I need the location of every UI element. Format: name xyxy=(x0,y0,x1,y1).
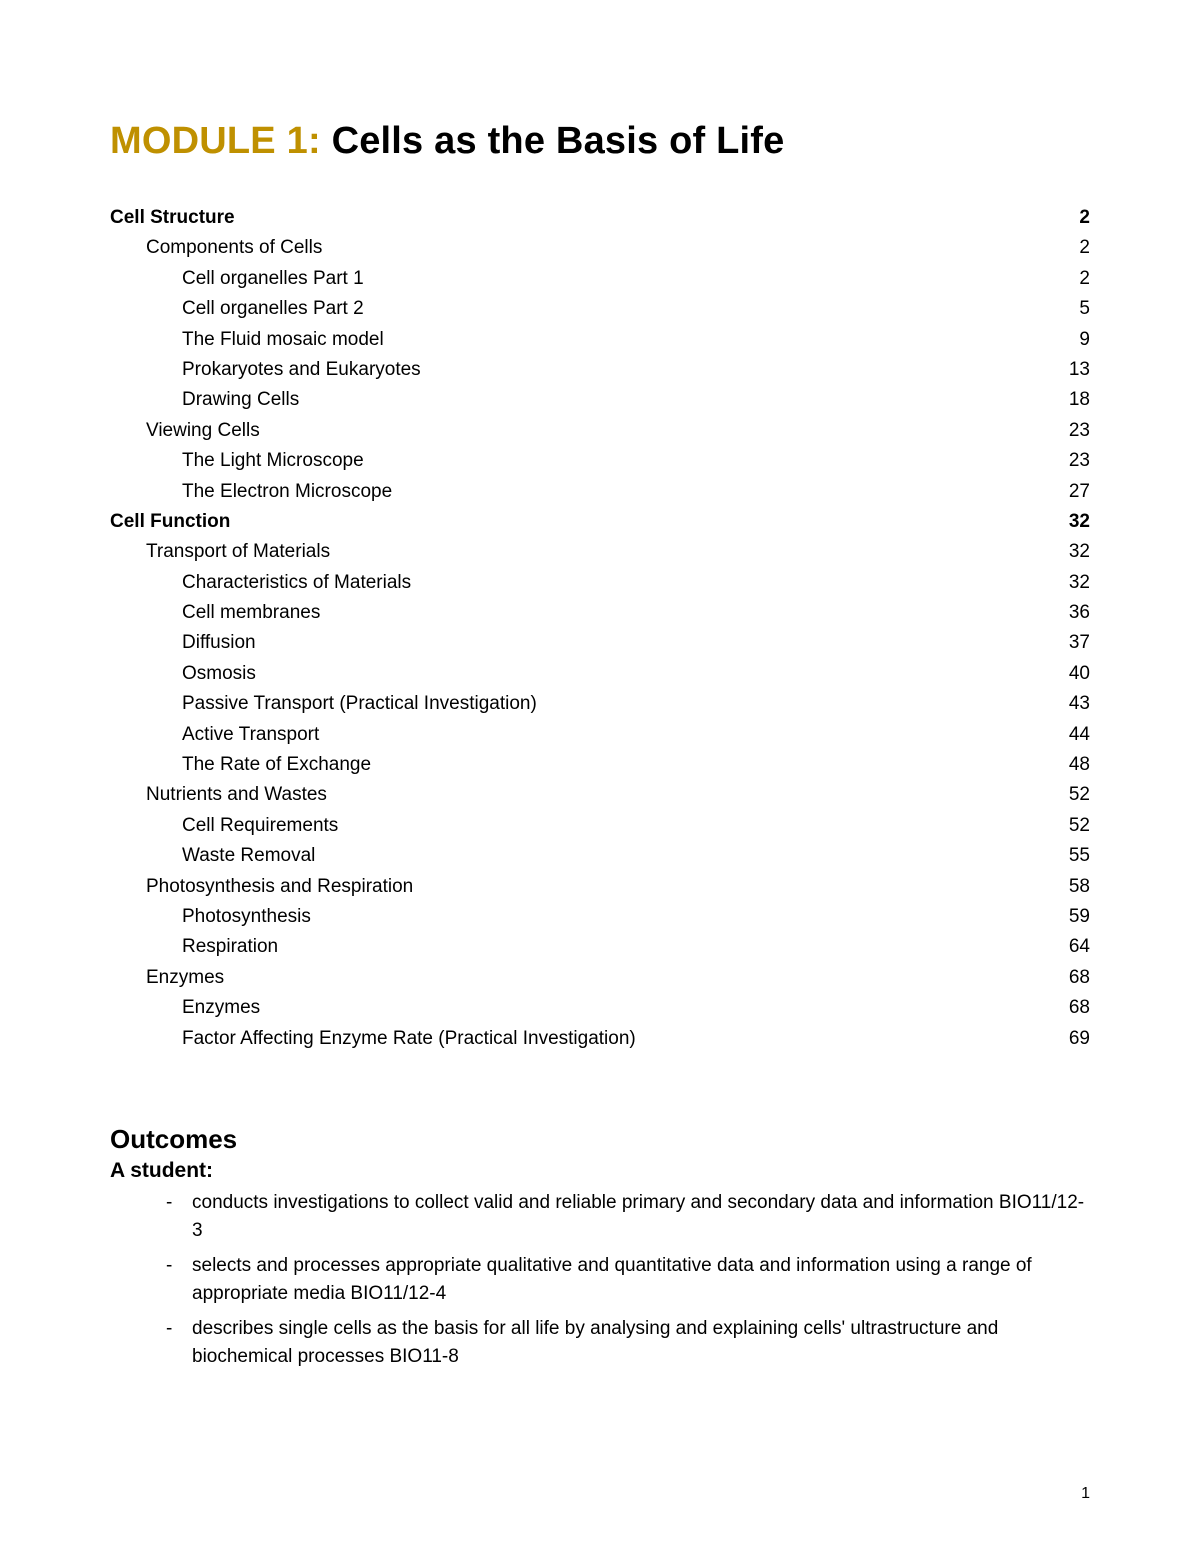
toc-row[interactable]: Components of Cells2 xyxy=(110,233,1090,263)
toc-row[interactable]: Cell Structure2 xyxy=(110,203,1090,233)
toc-page-number: 9 xyxy=(1050,325,1090,355)
toc-label: Viewing Cells xyxy=(146,416,1050,446)
toc-row[interactable]: Cell organelles Part 25 xyxy=(110,294,1090,324)
toc-row[interactable]: Photosynthesis and Respiration58 xyxy=(110,872,1090,902)
table-of-contents: Cell Structure2Components of Cells2Cell … xyxy=(110,203,1090,1054)
toc-page-number: 48 xyxy=(1050,750,1090,780)
module-name: Cells as the Basis of Life xyxy=(321,120,785,162)
toc-page-number: 40 xyxy=(1050,659,1090,689)
toc-page-number: 23 xyxy=(1050,446,1090,476)
outcomes-subhead: A student: xyxy=(110,1159,1090,1183)
outcomes-heading: Outcomes xyxy=(110,1124,1090,1155)
toc-label: Enzymes xyxy=(146,963,1050,993)
toc-page-number: 27 xyxy=(1050,477,1090,507)
toc-page-number: 52 xyxy=(1050,811,1090,841)
outcome-item: selects and processes appropriate qualit… xyxy=(166,1252,1090,1309)
toc-row[interactable]: The Light Microscope23 xyxy=(110,446,1090,476)
toc-row[interactable]: Nutrients and Wastes52 xyxy=(110,780,1090,810)
toc-label: Characteristics of Materials xyxy=(182,568,1050,598)
toc-page-number: 32 xyxy=(1050,507,1090,537)
toc-row[interactable]: Passive Transport (Practical Investigati… xyxy=(110,689,1090,719)
module-label: MODULE 1: xyxy=(110,120,321,162)
toc-page-number: 68 xyxy=(1050,963,1090,993)
toc-label: Waste Removal xyxy=(182,841,1050,871)
toc-page-number: 59 xyxy=(1050,902,1090,932)
toc-page-number: 43 xyxy=(1050,689,1090,719)
document-page: MODULE 1: Cells as the Basis of Life Cel… xyxy=(0,0,1200,1553)
toc-label: Prokaryotes and Eukaryotes xyxy=(182,355,1050,385)
toc-page-number: 18 xyxy=(1050,385,1090,415)
toc-row[interactable]: Respiration64 xyxy=(110,932,1090,962)
toc-page-number: 23 xyxy=(1050,416,1090,446)
toc-page-number: 37 xyxy=(1050,628,1090,658)
toc-row[interactable]: Photosynthesis59 xyxy=(110,902,1090,932)
toc-row[interactable]: Cell Function32 xyxy=(110,507,1090,537)
toc-label: The Fluid mosaic model xyxy=(182,325,1050,355)
toc-row[interactable]: Cell membranes36 xyxy=(110,598,1090,628)
outcomes-list: conducts investigations to collect valid… xyxy=(110,1189,1090,1372)
toc-label: Osmosis xyxy=(182,659,1050,689)
toc-page-number: 2 xyxy=(1050,233,1090,263)
toc-row[interactable]: Osmosis40 xyxy=(110,659,1090,689)
outcome-item: conducts investigations to collect valid… xyxy=(166,1189,1090,1246)
page-title: MODULE 1: Cells as the Basis of Life xyxy=(110,120,1090,163)
toc-label: Enzymes xyxy=(182,993,1050,1023)
toc-label: Photosynthesis xyxy=(182,902,1050,932)
toc-row[interactable]: The Fluid mosaic model9 xyxy=(110,325,1090,355)
toc-row[interactable]: Cell organelles Part 12 xyxy=(110,264,1090,294)
toc-row[interactable]: Cell Requirements52 xyxy=(110,811,1090,841)
toc-row[interactable]: Enzymes68 xyxy=(110,963,1090,993)
toc-page-number: 69 xyxy=(1050,1024,1090,1054)
toc-page-number: 55 xyxy=(1050,841,1090,871)
toc-row[interactable]: Waste Removal55 xyxy=(110,841,1090,871)
toc-row[interactable]: Diffusion37 xyxy=(110,628,1090,658)
toc-page-number: 64 xyxy=(1050,932,1090,962)
outcomes-section: Outcomes A student: conducts investigati… xyxy=(110,1124,1090,1372)
toc-row[interactable]: Characteristics of Materials32 xyxy=(110,568,1090,598)
toc-row[interactable]: The Rate of Exchange48 xyxy=(110,750,1090,780)
page-number: 1 xyxy=(1081,1485,1090,1503)
toc-label: Respiration xyxy=(182,932,1050,962)
toc-label: Active Transport xyxy=(182,720,1050,750)
toc-label: The Rate of Exchange xyxy=(182,750,1050,780)
toc-row[interactable]: The Electron Microscope27 xyxy=(110,477,1090,507)
toc-page-number: 58 xyxy=(1050,872,1090,902)
toc-row[interactable]: Factor Affecting Enzyme Rate (Practical … xyxy=(110,1024,1090,1054)
toc-label: Factor Affecting Enzyme Rate (Practical … xyxy=(182,1024,1050,1054)
outcome-item: describes single cells as the basis for … xyxy=(166,1315,1090,1372)
toc-page-number: 36 xyxy=(1050,598,1090,628)
toc-page-number: 32 xyxy=(1050,537,1090,567)
toc-label: Diffusion xyxy=(182,628,1050,658)
toc-row[interactable]: Viewing Cells23 xyxy=(110,416,1090,446)
toc-label: Cell organelles Part 2 xyxy=(182,294,1050,324)
toc-page-number: 52 xyxy=(1050,780,1090,810)
toc-label: Cell organelles Part 1 xyxy=(182,264,1050,294)
toc-row[interactable]: Drawing Cells18 xyxy=(110,385,1090,415)
toc-page-number: 68 xyxy=(1050,993,1090,1023)
toc-page-number: 2 xyxy=(1050,264,1090,294)
toc-label: Nutrients and Wastes xyxy=(146,780,1050,810)
toc-page-number: 32 xyxy=(1050,568,1090,598)
toc-label: Transport of Materials xyxy=(146,537,1050,567)
toc-label: Drawing Cells xyxy=(182,385,1050,415)
toc-label: The Electron Microscope xyxy=(182,477,1050,507)
toc-label: Passive Transport (Practical Investigati… xyxy=(182,689,1050,719)
toc-row[interactable]: Enzymes68 xyxy=(110,993,1090,1023)
toc-page-number: 5 xyxy=(1050,294,1090,324)
toc-label: Cell Requirements xyxy=(182,811,1050,841)
toc-row[interactable]: Active Transport44 xyxy=(110,720,1090,750)
toc-page-number: 13 xyxy=(1050,355,1090,385)
toc-row[interactable]: Transport of Materials32 xyxy=(110,537,1090,567)
toc-page-number: 44 xyxy=(1050,720,1090,750)
toc-label: The Light Microscope xyxy=(182,446,1050,476)
toc-label: Cell Structure xyxy=(110,203,1050,233)
toc-row[interactable]: Prokaryotes and Eukaryotes13 xyxy=(110,355,1090,385)
toc-page-number: 2 xyxy=(1050,203,1090,233)
toc-label: Components of Cells xyxy=(146,233,1050,263)
toc-label: Cell membranes xyxy=(182,598,1050,628)
toc-label: Photosynthesis and Respiration xyxy=(146,872,1050,902)
toc-label: Cell Function xyxy=(110,507,1050,537)
